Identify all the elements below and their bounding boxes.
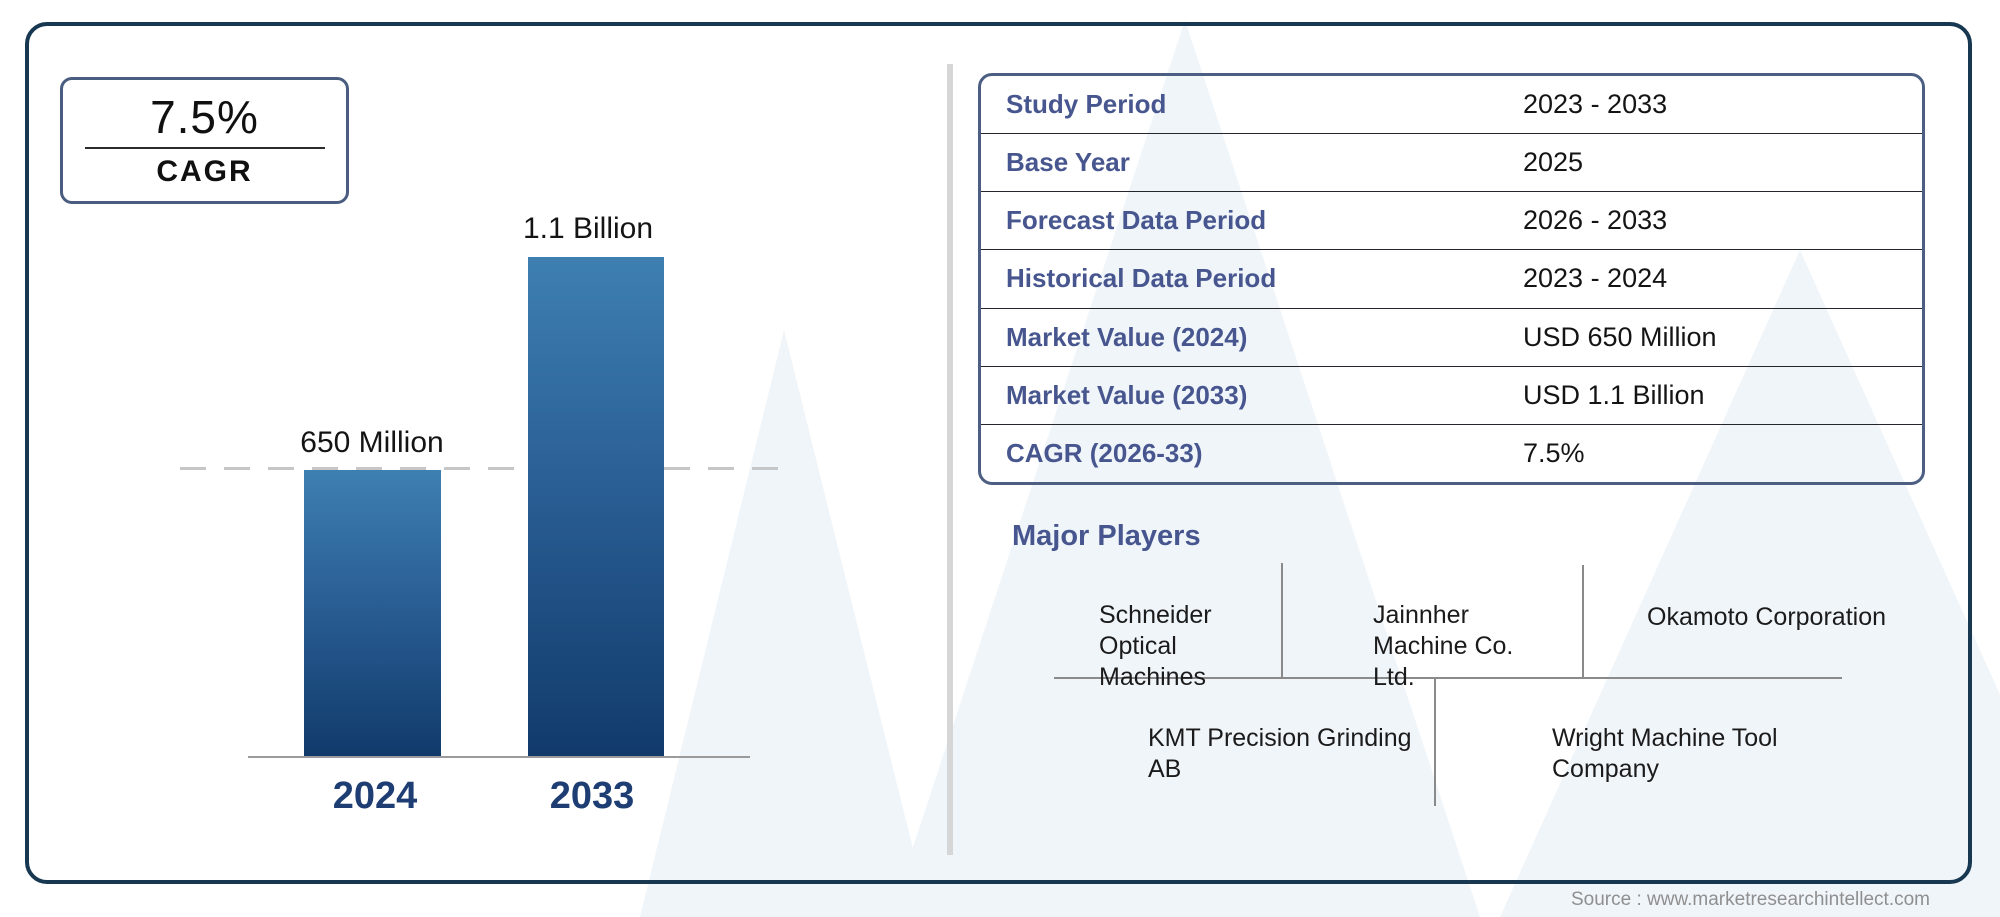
panel-divider — [947, 64, 953, 855]
table-row: Market Value (2033) USD 1.1 Billion — [981, 367, 1922, 425]
row-value: 2023 - 2024 — [1523, 263, 1668, 294]
bar-value-label-2024: 650 Million — [300, 426, 444, 459]
row-label: Study Period — [1006, 89, 1167, 120]
players-grid-line — [1434, 678, 1436, 806]
player-name: Wright Machine Tool Company — [1552, 724, 1778, 783]
row-value: USD 650 Million — [1523, 321, 1717, 352]
row-label: CAGR (2026-33) — [1006, 437, 1203, 468]
row-label: Base Year — [1006, 147, 1130, 178]
row-value: 2023 - 2033 — [1523, 89, 1668, 120]
row-value: 2025 — [1523, 147, 1584, 178]
bar-2033 — [528, 257, 664, 756]
player-name: Jainnher Machine Co. Ltd. — [1373, 601, 1514, 691]
players-grid-line — [1054, 677, 1842, 679]
row-label: Forecast Data Period — [1006, 205, 1267, 236]
players-grid-line — [1281, 563, 1283, 677]
table-row: Base Year 2025 — [981, 134, 1922, 193]
row-label: Market Value (2024) — [1006, 321, 1248, 352]
x-axis-label-2033: 2033 — [549, 775, 635, 817]
source-note: Source : www.marketresearchintellect.com — [1570, 889, 1930, 910]
row-label: Historical Data Period — [1006, 263, 1277, 294]
info-table: Study Period 2023 - 2033 Base Year 2025 … — [978, 73, 1925, 485]
row-label: Market Value (2033) — [1006, 379, 1248, 410]
chart-baseline — [248, 756, 750, 758]
bar-value-label-2033: 1.1 Billion — [522, 212, 654, 245]
row-value: 2026 - 2033 — [1523, 205, 1668, 236]
table-row: Forecast Data Period 2026 - 2033 — [981, 192, 1922, 251]
player-name: Okamoto Corporation — [1647, 603, 1887, 631]
row-value: USD 1.1 Billion — [1523, 379, 1705, 410]
cagr-divider-line — [84, 146, 325, 149]
player-name: KMT Precision Grinding AB — [1148, 724, 1412, 783]
bar-2024 — [304, 470, 441, 756]
table-row: CAGR (2026-33) 7.5% — [981, 425, 1922, 482]
outer-frame-border — [25, 22, 1972, 884]
target-dashed-gridline — [180, 467, 788, 470]
player-name: Schneider Optical Machines — [1099, 601, 1212, 691]
row-value: 7.5% — [1523, 437, 1585, 468]
cagr-badge: 7.5% CAGR — [60, 77, 349, 204]
table-row: Study Period 2023 - 2033 — [981, 76, 1922, 135]
x-axis-label-2024: 2024 — [332, 775, 418, 817]
major-players-title: Major Players — [1012, 520, 1201, 552]
cagr-label: CAGR — [156, 154, 253, 188]
players-grid-line — [1582, 565, 1584, 677]
table-row: Market Value (2024) USD 650 Million — [981, 309, 1922, 367]
cagr-value: 7.5% — [150, 91, 259, 144]
table-row: Historical Data Period 2023 - 2024 — [981, 250, 1922, 309]
